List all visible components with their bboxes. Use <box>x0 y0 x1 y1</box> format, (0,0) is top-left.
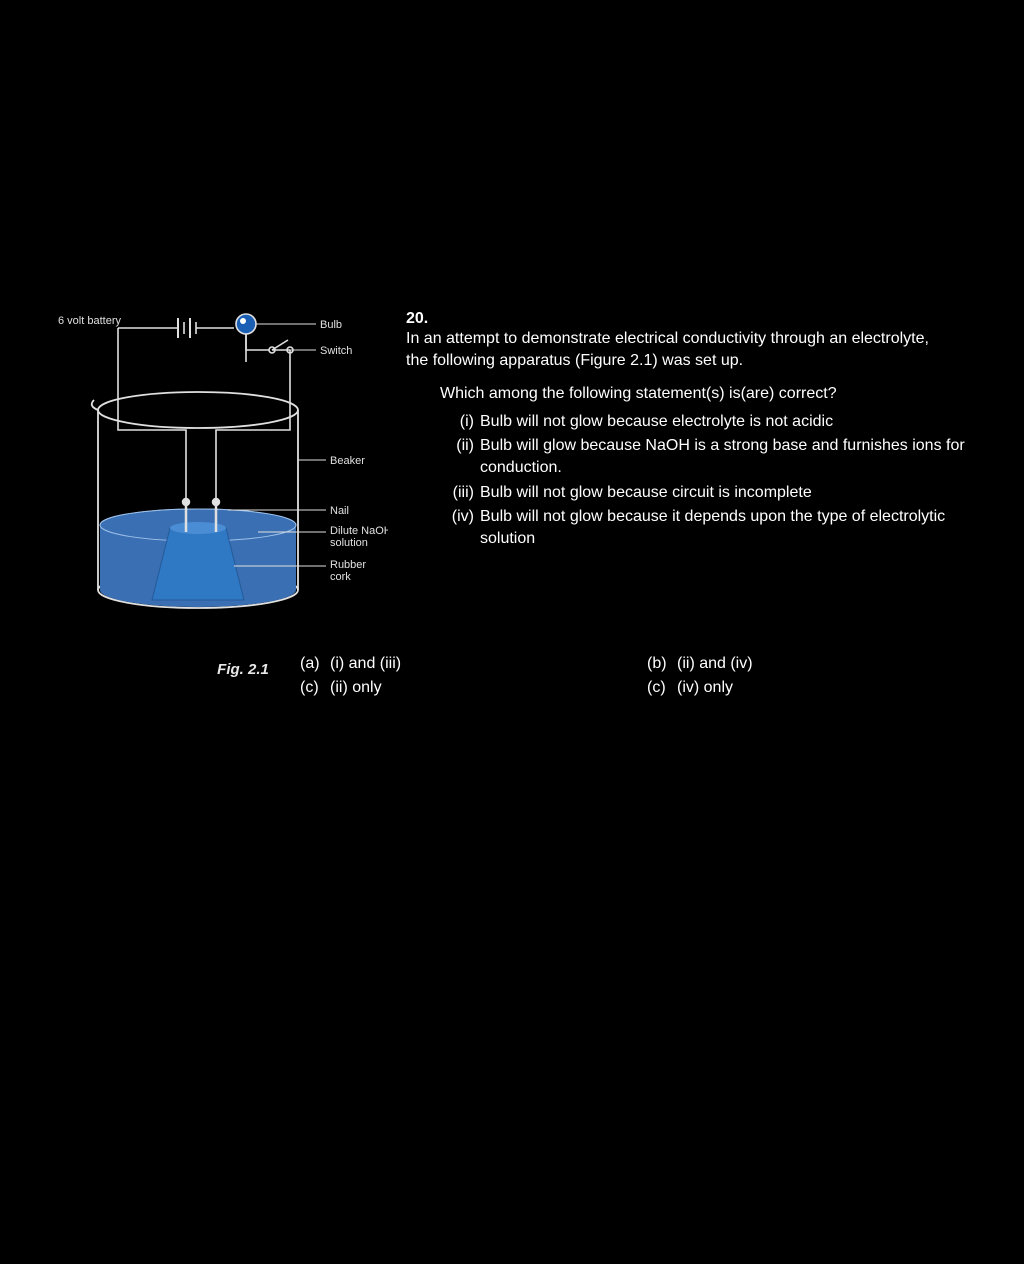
option-label: (c) <box>300 679 330 697</box>
option-c: (c) (ii) only <box>300 679 617 697</box>
option-text: (ii) and (iv) <box>677 655 964 673</box>
statement-text: Bulb will glow because NaOH is a strong … <box>480 435 984 478</box>
question-number: 20. <box>406 310 440 328</box>
option-text: (iv) only <box>677 679 964 697</box>
solution-label-1: Dilute NaOH <box>330 525 388 537</box>
option-b: (b) (ii) and (iv) <box>647 655 964 673</box>
statement-item: (iii) Bulb will not glow because circuit… <box>448 482 984 504</box>
question-header: 20. In an attempt to demonstrate electri… <box>406 310 984 371</box>
question-text: In an attempt to demonstrate electrical … <box>406 328 946 371</box>
option-text: (i) and (iii) <box>330 655 617 673</box>
statement-label: (iv) <box>448 506 480 549</box>
figure-column: 6 volt battery Bulb Switch Beaker Nail D… <box>58 310 388 678</box>
cork-label-1: Rubber <box>330 559 366 571</box>
answer-options: (a) (i) and (iii) (b) (ii) and (iv) (c) … <box>300 655 964 697</box>
question-stem: Which among the following statement(s) i… <box>440 383 984 405</box>
statement-text: Bulb will not glow because it depends up… <box>480 506 984 549</box>
battery-label: 6 volt battery <box>58 315 121 327</box>
bulb-label: Bulb <box>320 319 342 331</box>
statement-label: (ii) <box>448 435 480 478</box>
option-label: (a) <box>300 655 330 673</box>
content-row: 6 volt battery Bulb Switch Beaker Nail D… <box>58 310 984 678</box>
statement-item: (iv) Bulb will not glow because it depen… <box>448 506 984 549</box>
page: 6 volt battery Bulb Switch Beaker Nail D… <box>0 0 1024 1264</box>
apparatus-figure: 6 volt battery Bulb Switch Beaker Nail D… <box>58 310 388 650</box>
cork-label-2: cork <box>330 571 351 583</box>
statement-item: (ii) Bulb will glow because NaOH is a st… <box>448 435 984 478</box>
statement-text: Bulb will not glow because electrolyte i… <box>480 411 984 433</box>
option-d: (c) (iv) only <box>647 679 964 697</box>
statement-label: (iii) <box>448 482 480 504</box>
statement-text: Bulb will not glow because circuit is in… <box>480 482 984 504</box>
statement-label: (i) <box>448 411 480 433</box>
statement-list: (i) Bulb will not glow because electroly… <box>440 411 984 550</box>
statement-item: (i) Bulb will not glow because electroly… <box>448 411 984 433</box>
beaker-label: Beaker <box>330 455 365 467</box>
nail-label: Nail <box>330 505 349 517</box>
option-a: (a) (i) and (iii) <box>300 655 617 673</box>
solution-label-2: solution <box>330 537 368 549</box>
option-label: (c) <box>647 679 677 697</box>
question-column: 20. In an attempt to demonstrate electri… <box>406 310 984 678</box>
option-text: (ii) only <box>330 679 617 697</box>
option-label: (b) <box>647 655 677 673</box>
switch-label: Switch <box>320 345 352 357</box>
